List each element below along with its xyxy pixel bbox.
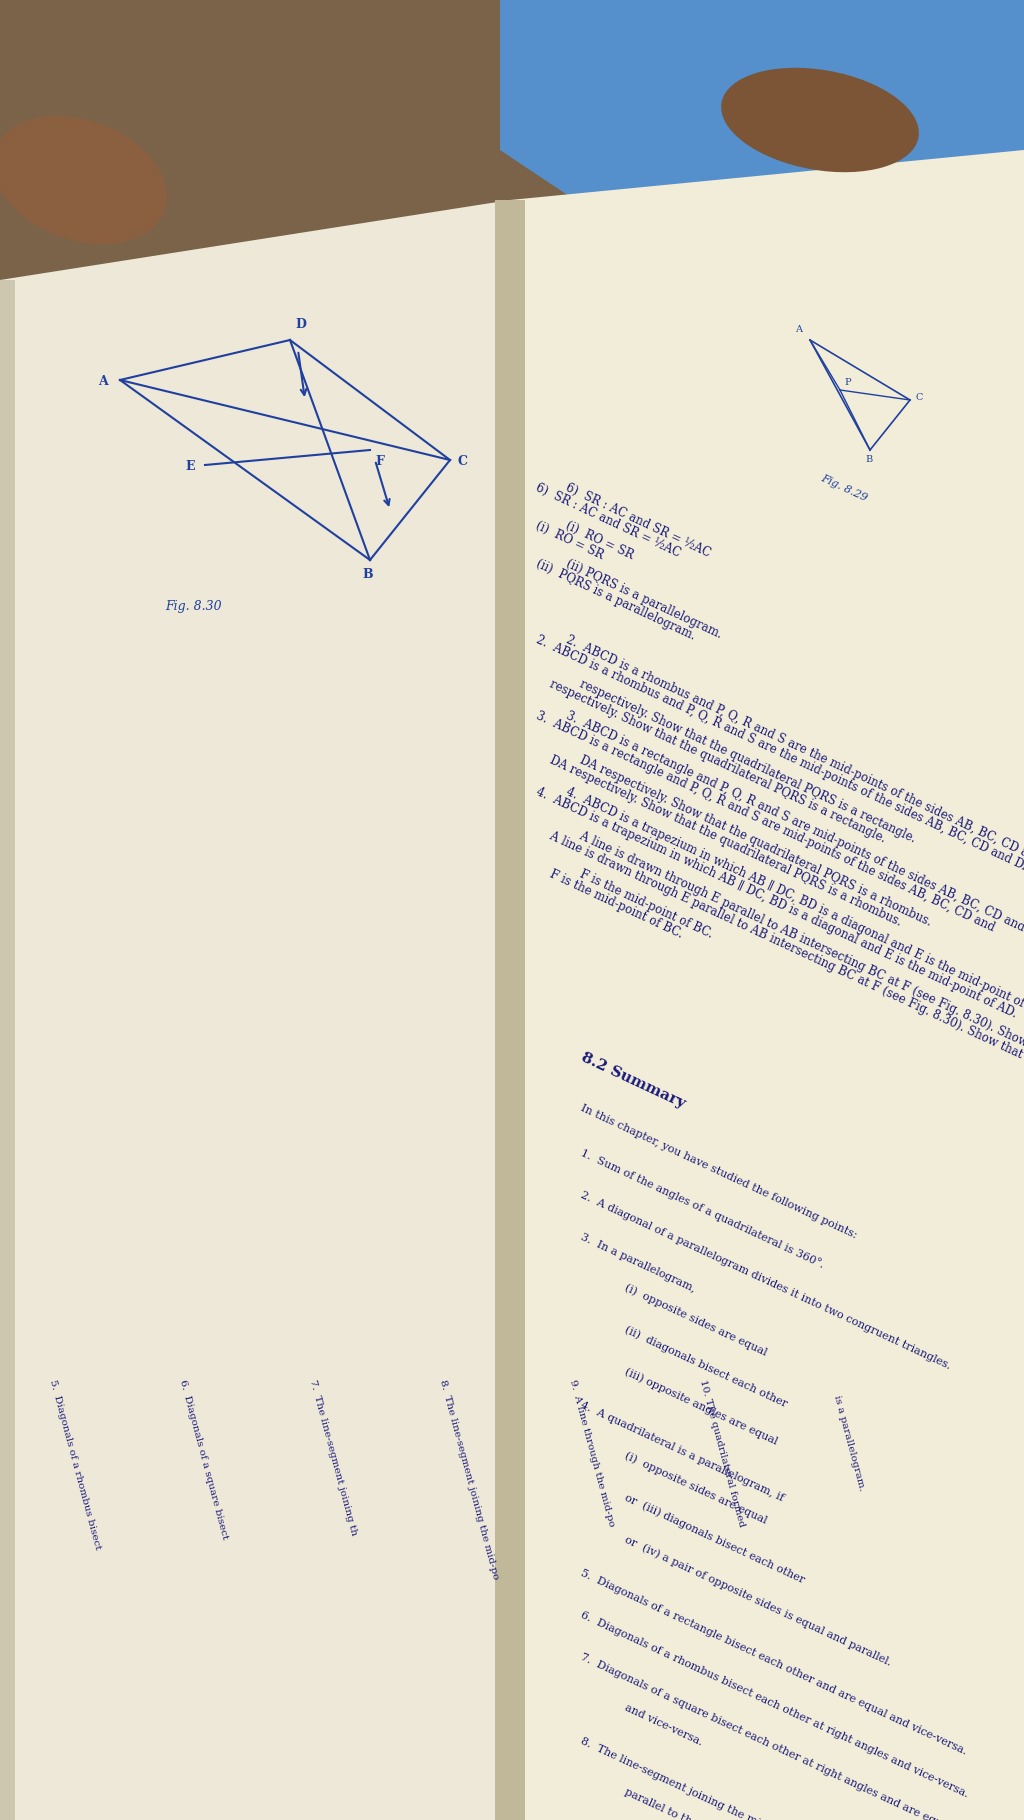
Text: 6)  SR : AC and SR = ½AC: 6) SR : AC and SR = ½AC — [534, 480, 683, 561]
Text: B: B — [362, 568, 373, 581]
Text: 4.  ABCD is a trapezium in which AB ∥ DC, BD is a diagonal and E is the mid-poin: 4. ABCD is a trapezium in which AB ∥ DC,… — [534, 784, 1019, 1021]
Bar — [495, 200, 525, 1820]
Text: (i)  RO = SR: (i) RO = SR — [534, 519, 606, 562]
Text: 7.  Diagonals of a square bisect each other at right angles and are equal,: 7. Diagonals of a square bisect each oth… — [580, 1653, 956, 1820]
Text: (i)  opposite sides are equal: (i) opposite sides are equal — [604, 1441, 769, 1525]
Text: In this chapter, you have studied the following points:: In this chapter, you have studied the fo… — [580, 1103, 859, 1239]
Text: 8.2 Summary: 8.2 Summary — [579, 1050, 687, 1110]
Text: P: P — [844, 379, 851, 388]
Polygon shape — [510, 149, 1024, 1820]
Text: A line is drawn through E parallel to AB intersecting BC at F (see Fig. 8.30). S: A line is drawn through E parallel to AB… — [564, 823, 1024, 1061]
Text: 6)  SR : AC and SR = ½AC: 6) SR : AC and SR = ½AC — [564, 480, 713, 561]
Text: C: C — [915, 393, 923, 402]
Text: Fig. 8.30: Fig. 8.30 — [165, 601, 221, 613]
Text: F: F — [375, 455, 384, 468]
Text: B: B — [865, 455, 872, 464]
Text: 2.  A diagonal of a parallelogram divides it into two congruent triangles.: 2. A diagonal of a parallelogram divides… — [580, 1190, 952, 1370]
Text: A: A — [98, 375, 108, 388]
Text: DA respectively. Show that the quadrilateral PQRS is a rhombus.: DA respectively. Show that the quadrilat… — [534, 746, 903, 928]
Text: D: D — [295, 318, 306, 331]
Text: Fig. 8.29: Fig. 8.29 — [819, 473, 869, 502]
Text: and vice-versa.: and vice-versa. — [604, 1694, 705, 1747]
Text: 2.  ABCD is a rhombus and P, Q, R and S are the mid-points of the sides AB, BC, : 2. ABCD is a rhombus and P, Q, R and S a… — [534, 633, 1024, 875]
Text: 3.  In a parallelogram,: 3. In a parallelogram, — [580, 1232, 697, 1294]
Text: (i)  RO = SR: (i) RO = SR — [564, 519, 636, 562]
Text: A: A — [795, 326, 802, 335]
Text: respectively. Show that the quadrilateral PQRS is a rectangle.: respectively. Show that the quadrilatera… — [564, 672, 918, 844]
Text: F is the mid-point of BC.: F is the mid-point of BC. — [564, 861, 715, 941]
Text: (i)  opposite sides are equal: (i) opposite sides are equal — [604, 1274, 769, 1358]
Text: 8.  The line-segment joining the mid-points of any two sides of a triangle is: 8. The line-segment joining the mid-poin… — [580, 1736, 966, 1820]
Text: 10. The quadrilateral formed: 10. The quadrilateral formed — [698, 1378, 746, 1527]
Text: 5.  Diagonals of a rectangle bisect each other and are equal and vice-versa.: 5. Diagonals of a rectangle bisect each … — [580, 1567, 969, 1756]
Text: parallel to the third side and is half of it.: parallel to the third side and is half o… — [604, 1778, 835, 1820]
Text: 6.  Diagonals of a square bisect: 6. Diagonals of a square bisect — [178, 1378, 229, 1540]
Text: (ii) PQRS is a parallelogram.: (ii) PQRS is a parallelogram. — [564, 557, 724, 641]
Text: is a parallelogram.: is a parallelogram. — [828, 1378, 866, 1491]
Text: 6.  Diagonals of a rhombus bisect each other at right angles and vice-versa.: 6. Diagonals of a rhombus bisect each ot… — [580, 1609, 970, 1800]
Ellipse shape — [0, 116, 167, 244]
Text: 2.  ABCD is a rhombus and P, Q, R and S are the mid-points of the sides AB, BC, : 2. ABCD is a rhombus and P, Q, R and S a… — [564, 633, 1024, 875]
Text: (ii)  diagonals bisect each other: (ii) diagonals bisect each other — [604, 1316, 790, 1409]
Text: or  (iii) diagonals bisect each other: or (iii) diagonals bisect each other — [604, 1483, 807, 1585]
Text: 4.  A quadrilateral is a parallelogram, if: 4. A quadrilateral is a parallelogram, i… — [580, 1400, 785, 1503]
Bar — [0, 0, 1024, 300]
Text: F is the mid-point of BC.: F is the mid-point of BC. — [534, 861, 685, 941]
Polygon shape — [500, 0, 1024, 249]
Text: 4.  ABCD is a trapezium in which AB ∥ DC, BD is a diagonal and E is the mid-poin: 4. ABCD is a trapezium in which AB ∥ DC,… — [564, 784, 1024, 1021]
Text: 9.  A line through the mid-po: 9. A line through the mid-po — [568, 1378, 616, 1527]
Bar — [0, 280, 15, 1820]
Text: 7.  The line-segment joining th: 7. The line-segment joining th — [308, 1378, 358, 1536]
Text: E: E — [185, 460, 195, 473]
Text: 1.  Sum of the angles of a quadrilateral is 360°.: 1. Sum of the angles of a quadrilateral … — [580, 1147, 826, 1270]
Text: 3.  ABCD is a rectangle and P, Q, R and S are mid-points of the sides AB, BC, CD: 3. ABCD is a rectangle and P, Q, R and S… — [534, 710, 996, 934]
Text: DA respectively. Show that the quadrilateral PQRS is a rhombus.: DA respectively. Show that the quadrilat… — [564, 746, 934, 928]
Text: 8.  The line-segment joining the mid-po: 8. The line-segment joining the mid-po — [438, 1378, 500, 1580]
Text: A line is drawn through E parallel to AB intersecting BC at F (see Fig. 8.30). S: A line is drawn through E parallel to AB… — [534, 823, 1024, 1061]
Text: 5.  Diagonals of a rhombus bisect: 5. Diagonals of a rhombus bisect — [48, 1378, 102, 1551]
Text: C: C — [458, 455, 468, 468]
Text: or  (iv) a pair of opposite sides is equal and parallel.: or (iv) a pair of opposite sides is equa… — [604, 1525, 893, 1667]
Text: respectively. Show that the quadrilateral PQRS is a rectangle.: respectively. Show that the quadrilatera… — [534, 672, 888, 844]
Ellipse shape — [721, 67, 919, 173]
Polygon shape — [0, 200, 510, 1820]
Text: (iii) opposite angles are equal: (iii) opposite angles are equal — [604, 1358, 779, 1447]
Text: (ii)  PQRS is a parallelogram.: (ii) PQRS is a parallelogram. — [534, 557, 697, 642]
Text: 3.  ABCD is a rectangle and P, Q, R and S are mid-points of the sides AB, BC, CD: 3. ABCD is a rectangle and P, Q, R and S… — [564, 710, 1024, 934]
